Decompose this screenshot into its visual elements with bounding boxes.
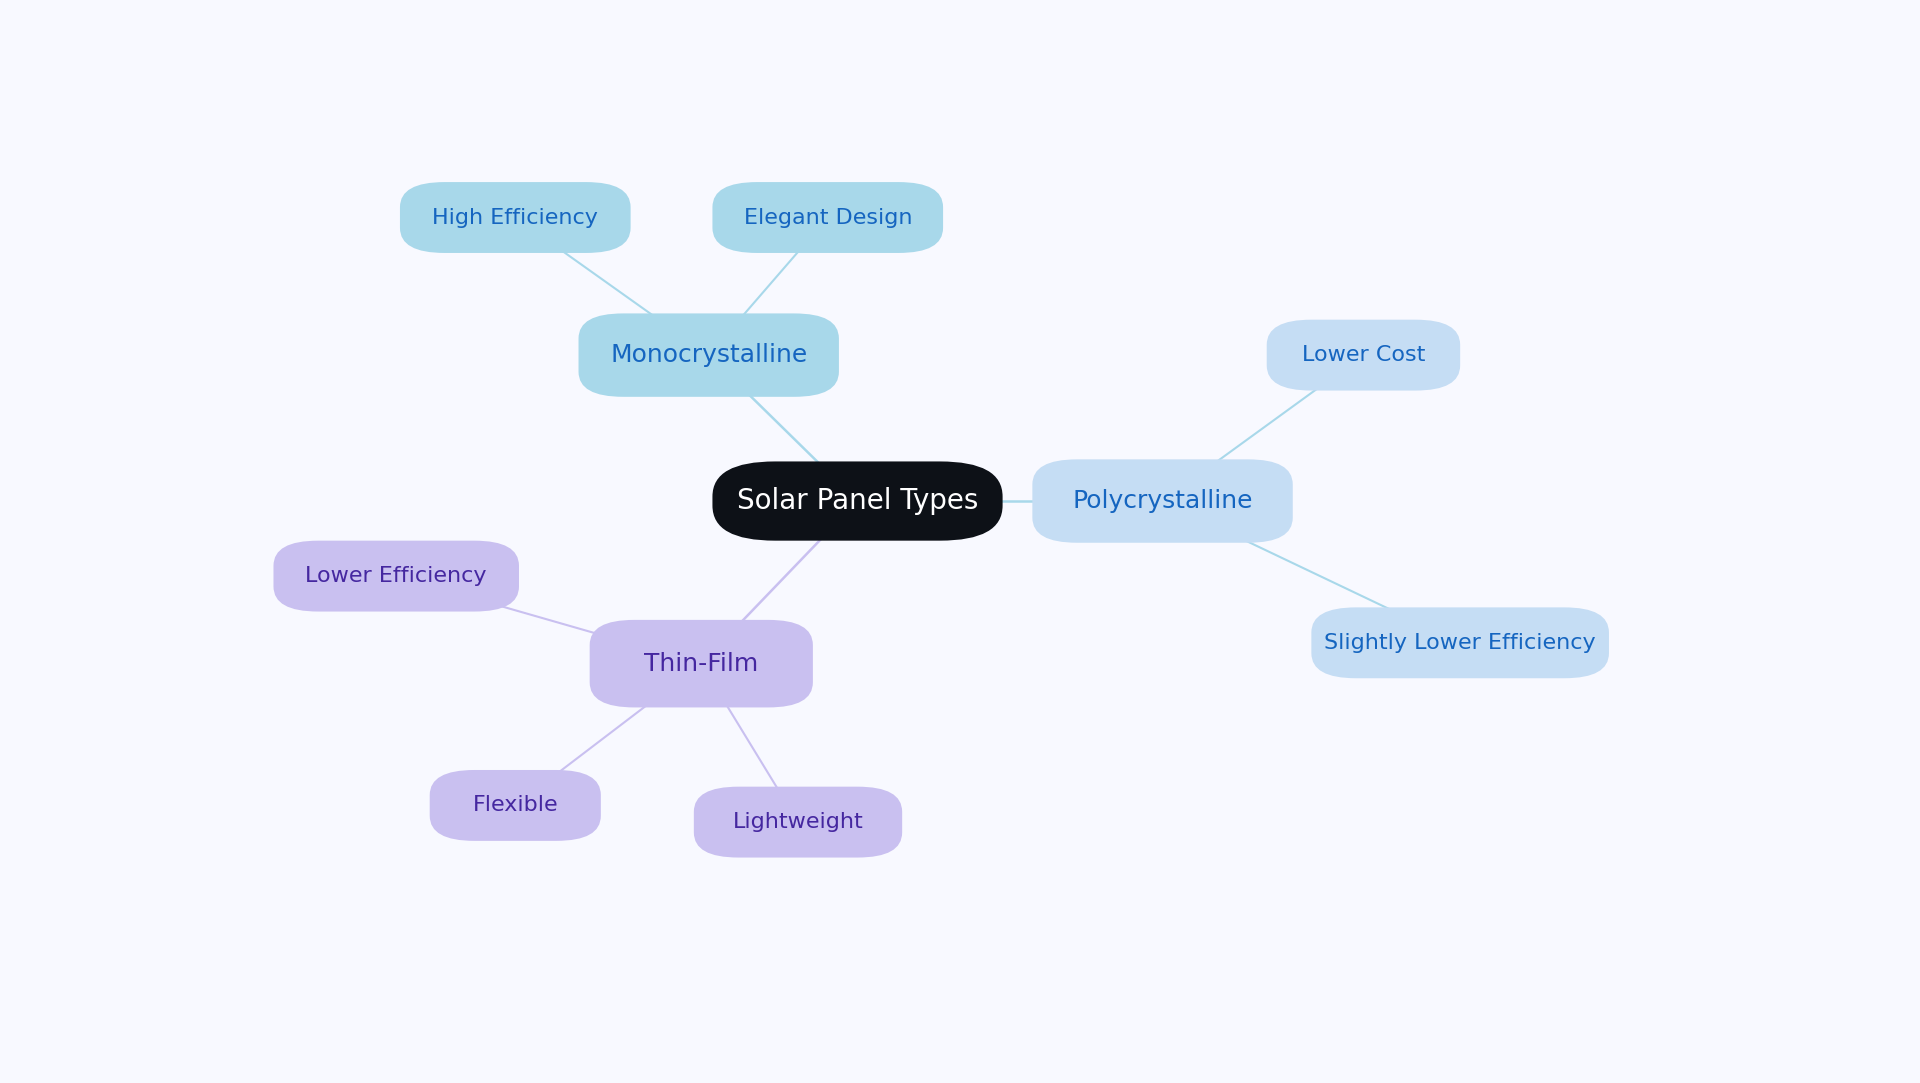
- Text: Thin-Film: Thin-Film: [643, 652, 758, 676]
- FancyBboxPatch shape: [1267, 319, 1459, 391]
- Text: Lower Efficiency: Lower Efficiency: [305, 566, 488, 586]
- FancyBboxPatch shape: [1033, 459, 1292, 543]
- Text: Flexible: Flexible: [472, 795, 559, 815]
- FancyBboxPatch shape: [693, 786, 902, 858]
- FancyBboxPatch shape: [712, 182, 943, 253]
- Text: Lower Cost: Lower Cost: [1302, 345, 1425, 365]
- FancyBboxPatch shape: [273, 540, 518, 612]
- FancyBboxPatch shape: [399, 182, 630, 253]
- FancyBboxPatch shape: [578, 313, 839, 396]
- Text: High Efficiency: High Efficiency: [432, 208, 599, 227]
- FancyBboxPatch shape: [430, 770, 601, 840]
- Text: Polycrystalline: Polycrystalline: [1071, 490, 1254, 513]
- Text: Slightly Lower Efficiency: Slightly Lower Efficiency: [1325, 632, 1596, 653]
- Text: Lightweight: Lightweight: [733, 812, 864, 832]
- FancyBboxPatch shape: [1311, 608, 1609, 678]
- Text: Monocrystalline: Monocrystalline: [611, 343, 806, 367]
- Text: Solar Panel Types: Solar Panel Types: [737, 487, 977, 516]
- FancyBboxPatch shape: [589, 619, 812, 707]
- Text: Elegant Design: Elegant Design: [743, 208, 912, 227]
- FancyBboxPatch shape: [712, 461, 1002, 540]
